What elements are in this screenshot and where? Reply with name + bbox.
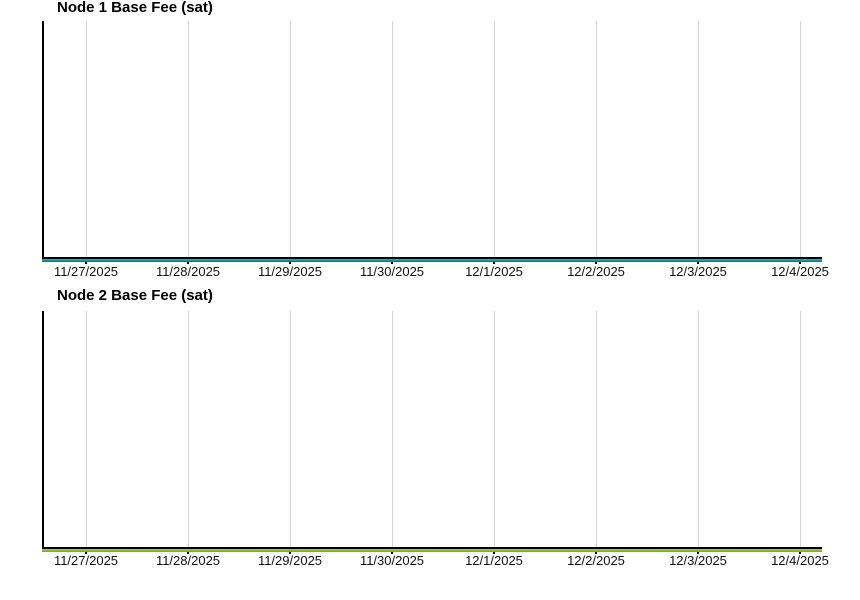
x-axis-tick (799, 549, 801, 554)
gridline (494, 311, 495, 547)
x-axis-tick-label: 11/30/2025 (359, 264, 425, 279)
gridline (290, 311, 291, 547)
gridline (698, 311, 699, 547)
gridline (596, 311, 597, 547)
chart-title: Node 2 Base Fee (sat) (57, 287, 213, 304)
x-axis-tick (289, 259, 291, 264)
x-axis-tick-label: 11/29/2025 (257, 553, 323, 568)
x-axis (42, 547, 822, 549)
gridline (86, 21, 87, 257)
x-axis-tick-label: 12/2/2025 (567, 553, 625, 568)
x-axis-tick-label: 12/4/2025 (771, 553, 829, 568)
gridline (800, 21, 801, 257)
gridline (188, 311, 189, 547)
x-axis-tick (697, 549, 699, 554)
gridline (392, 21, 393, 257)
x-axis-tick-label: 11/29/2025 (257, 264, 323, 279)
gridline (800, 311, 801, 547)
x-axis-tick-label: 12/4/2025 (771, 264, 829, 279)
x-axis-tick-label: 12/1/2025 (465, 553, 523, 568)
x-axis-tick-label: 12/1/2025 (465, 264, 523, 279)
chart-title: Node 1 Base Fee (sat) (57, 0, 213, 16)
gridline (188, 21, 189, 257)
series-line (42, 549, 822, 552)
x-axis-tick (493, 549, 495, 554)
y-axis (42, 21, 44, 259)
x-axis-tick (595, 259, 597, 264)
x-axis (42, 257, 822, 259)
y-axis (42, 311, 44, 549)
x-axis-tick (85, 549, 87, 554)
x-axis-tick (289, 549, 291, 554)
gridline (86, 311, 87, 547)
x-axis-tick (187, 259, 189, 264)
x-axis-tick-label: 12/3/2025 (669, 264, 727, 279)
x-axis-tick (697, 259, 699, 264)
gridline (596, 21, 597, 257)
x-axis-tick-label: 11/28/2025 (155, 553, 221, 568)
x-axis-tick-label: 12/2/2025 (567, 264, 625, 279)
x-axis-tick (391, 549, 393, 554)
x-axis-tick-label: 11/27/2025 (53, 264, 119, 279)
gridline (392, 311, 393, 547)
gridline (290, 21, 291, 257)
x-axis-tick (187, 549, 189, 554)
x-axis-tick-label: 11/30/2025 (359, 553, 425, 568)
x-axis-tick (391, 259, 393, 264)
gridline (494, 21, 495, 257)
x-axis-tick-label: 11/27/2025 (53, 553, 119, 568)
x-axis-tick (85, 259, 87, 264)
x-axis-tick-label: 12/3/2025 (669, 553, 727, 568)
series-line (42, 259, 822, 262)
gridline (698, 21, 699, 257)
x-axis-tick (595, 549, 597, 554)
x-axis-tick-label: 11/28/2025 (155, 264, 221, 279)
x-axis-tick (493, 259, 495, 264)
x-axis-tick (799, 259, 801, 264)
